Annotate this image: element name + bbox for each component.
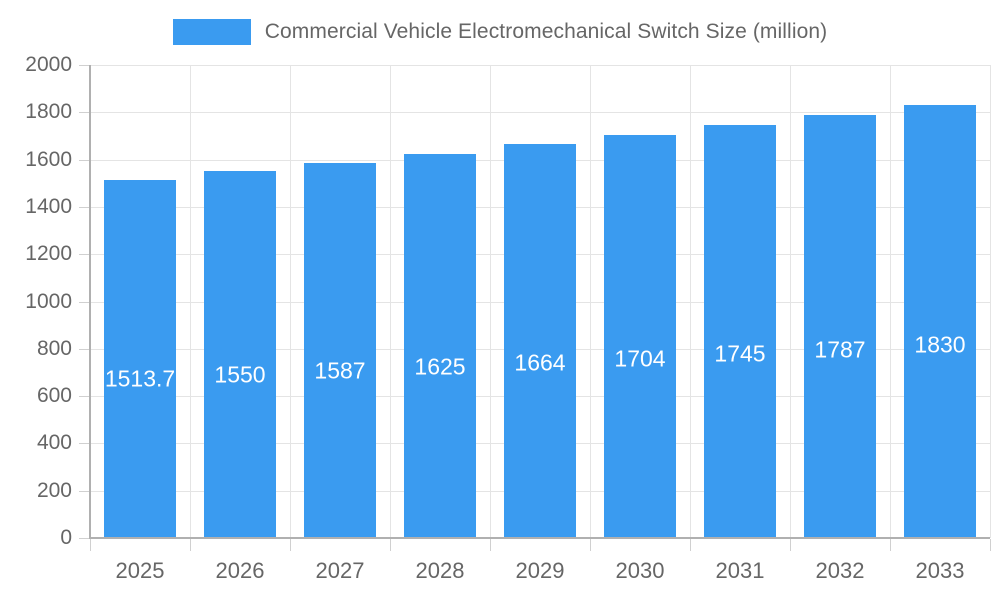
bar[interactable] <box>903 105 977 538</box>
y-axis-tick-label: 2000 <box>25 53 72 76</box>
legend-color-swatch-icon <box>172 19 251 45</box>
bar[interactable] <box>603 135 677 538</box>
bar[interactable] <box>203 171 277 538</box>
y-axis-tick-label: 0 <box>60 526 72 549</box>
y-axis-tick-label: 400 <box>36 431 72 455</box>
bar[interactable] <box>503 144 577 538</box>
gridline-horizontal <box>90 65 990 66</box>
x-axis-tick-mark <box>90 539 91 551</box>
bar[interactable] <box>803 115 877 538</box>
y-axis-tick-mark <box>79 207 89 208</box>
gridline-vertical <box>790 65 791 538</box>
x-axis-tick-label: 2025 <box>115 558 165 583</box>
x-axis-line <box>89 537 990 539</box>
y-axis-tick-label: 600 <box>36 384 72 408</box>
gridline-vertical <box>990 65 991 538</box>
y-axis-tick-mark <box>79 491 89 492</box>
x-axis-tick-mark <box>990 539 991 551</box>
x-axis-tick-mark <box>190 539 191 551</box>
y-axis-tick-label: 1600 <box>25 147 72 171</box>
x-axis-tick-mark <box>590 539 591 551</box>
y-axis-tick-mark <box>79 538 89 539</box>
y-axis-tick-mark <box>79 443 89 444</box>
x-axis-tick-label: 2031 <box>715 558 765 583</box>
gridline-vertical <box>690 65 691 538</box>
bar[interactable] <box>303 162 377 538</box>
x-axis-tick-label: 2033 <box>915 558 965 583</box>
gridline-vertical <box>490 65 491 538</box>
gridline-vertical <box>590 65 591 538</box>
y-axis-tick-mark <box>79 112 89 113</box>
bar[interactable] <box>403 153 477 538</box>
x-axis-tick-mark <box>290 539 291 551</box>
x-axis-tick-label: 2029 <box>515 558 565 583</box>
x-axis-tick-mark <box>490 539 491 551</box>
y-axis-tick-label: 1000 <box>25 289 72 313</box>
x-axis-tick-label: 2030 <box>615 558 665 583</box>
gridline-vertical <box>290 65 291 538</box>
x-axis-tick-mark <box>390 539 391 551</box>
legend-item-commercial-vehicle-switch[interactable]: Commercial Vehicle Electromechanical Swi… <box>172 19 828 45</box>
y-axis-tick-label: 1200 <box>25 242 72 266</box>
legend-label: Commercial Vehicle Electromechanical Swi… <box>264 20 828 43</box>
x-axis-tick-label: 2026 <box>215 558 265 583</box>
y-axis-line <box>89 65 91 539</box>
x-axis-tick-label: 2027 <box>315 558 365 583</box>
y-axis-tick-mark <box>79 396 89 397</box>
gridline-vertical <box>190 65 191 538</box>
y-axis-tick-label: 800 <box>36 336 72 360</box>
gridline-horizontal <box>90 112 990 113</box>
bar[interactable] <box>703 125 777 538</box>
gridline-vertical <box>390 65 391 538</box>
x-axis-tick-label: 2032 <box>815 558 865 583</box>
x-axis-tick-mark <box>690 539 691 551</box>
gridline-vertical <box>890 65 891 538</box>
y-axis-tick-mark <box>79 160 89 161</box>
y-axis-tick-mark <box>79 65 89 66</box>
y-axis-tick-mark <box>79 254 89 255</box>
y-axis-tick-label: 200 <box>36 478 72 502</box>
x-axis-tick-label: 2028 <box>415 558 465 583</box>
plot-area: 1513.7 1550 1587 1625 1664 1704 1745 1787 1830 <box>90 65 991 539</box>
y-axis-tick-mark <box>79 349 89 350</box>
x-axis-tick-mark <box>790 539 791 551</box>
y-axis-tick-mark <box>79 302 89 303</box>
y-axis-tick-label: 1800 <box>25 100 72 124</box>
y-axis-tick-label: 1400 <box>25 194 72 218</box>
chart-legend: Commercial Vehicle Electromechanical Swi… <box>0 12 1000 52</box>
x-axis-tick-mark <box>890 539 891 551</box>
bar[interactable] <box>103 180 177 538</box>
